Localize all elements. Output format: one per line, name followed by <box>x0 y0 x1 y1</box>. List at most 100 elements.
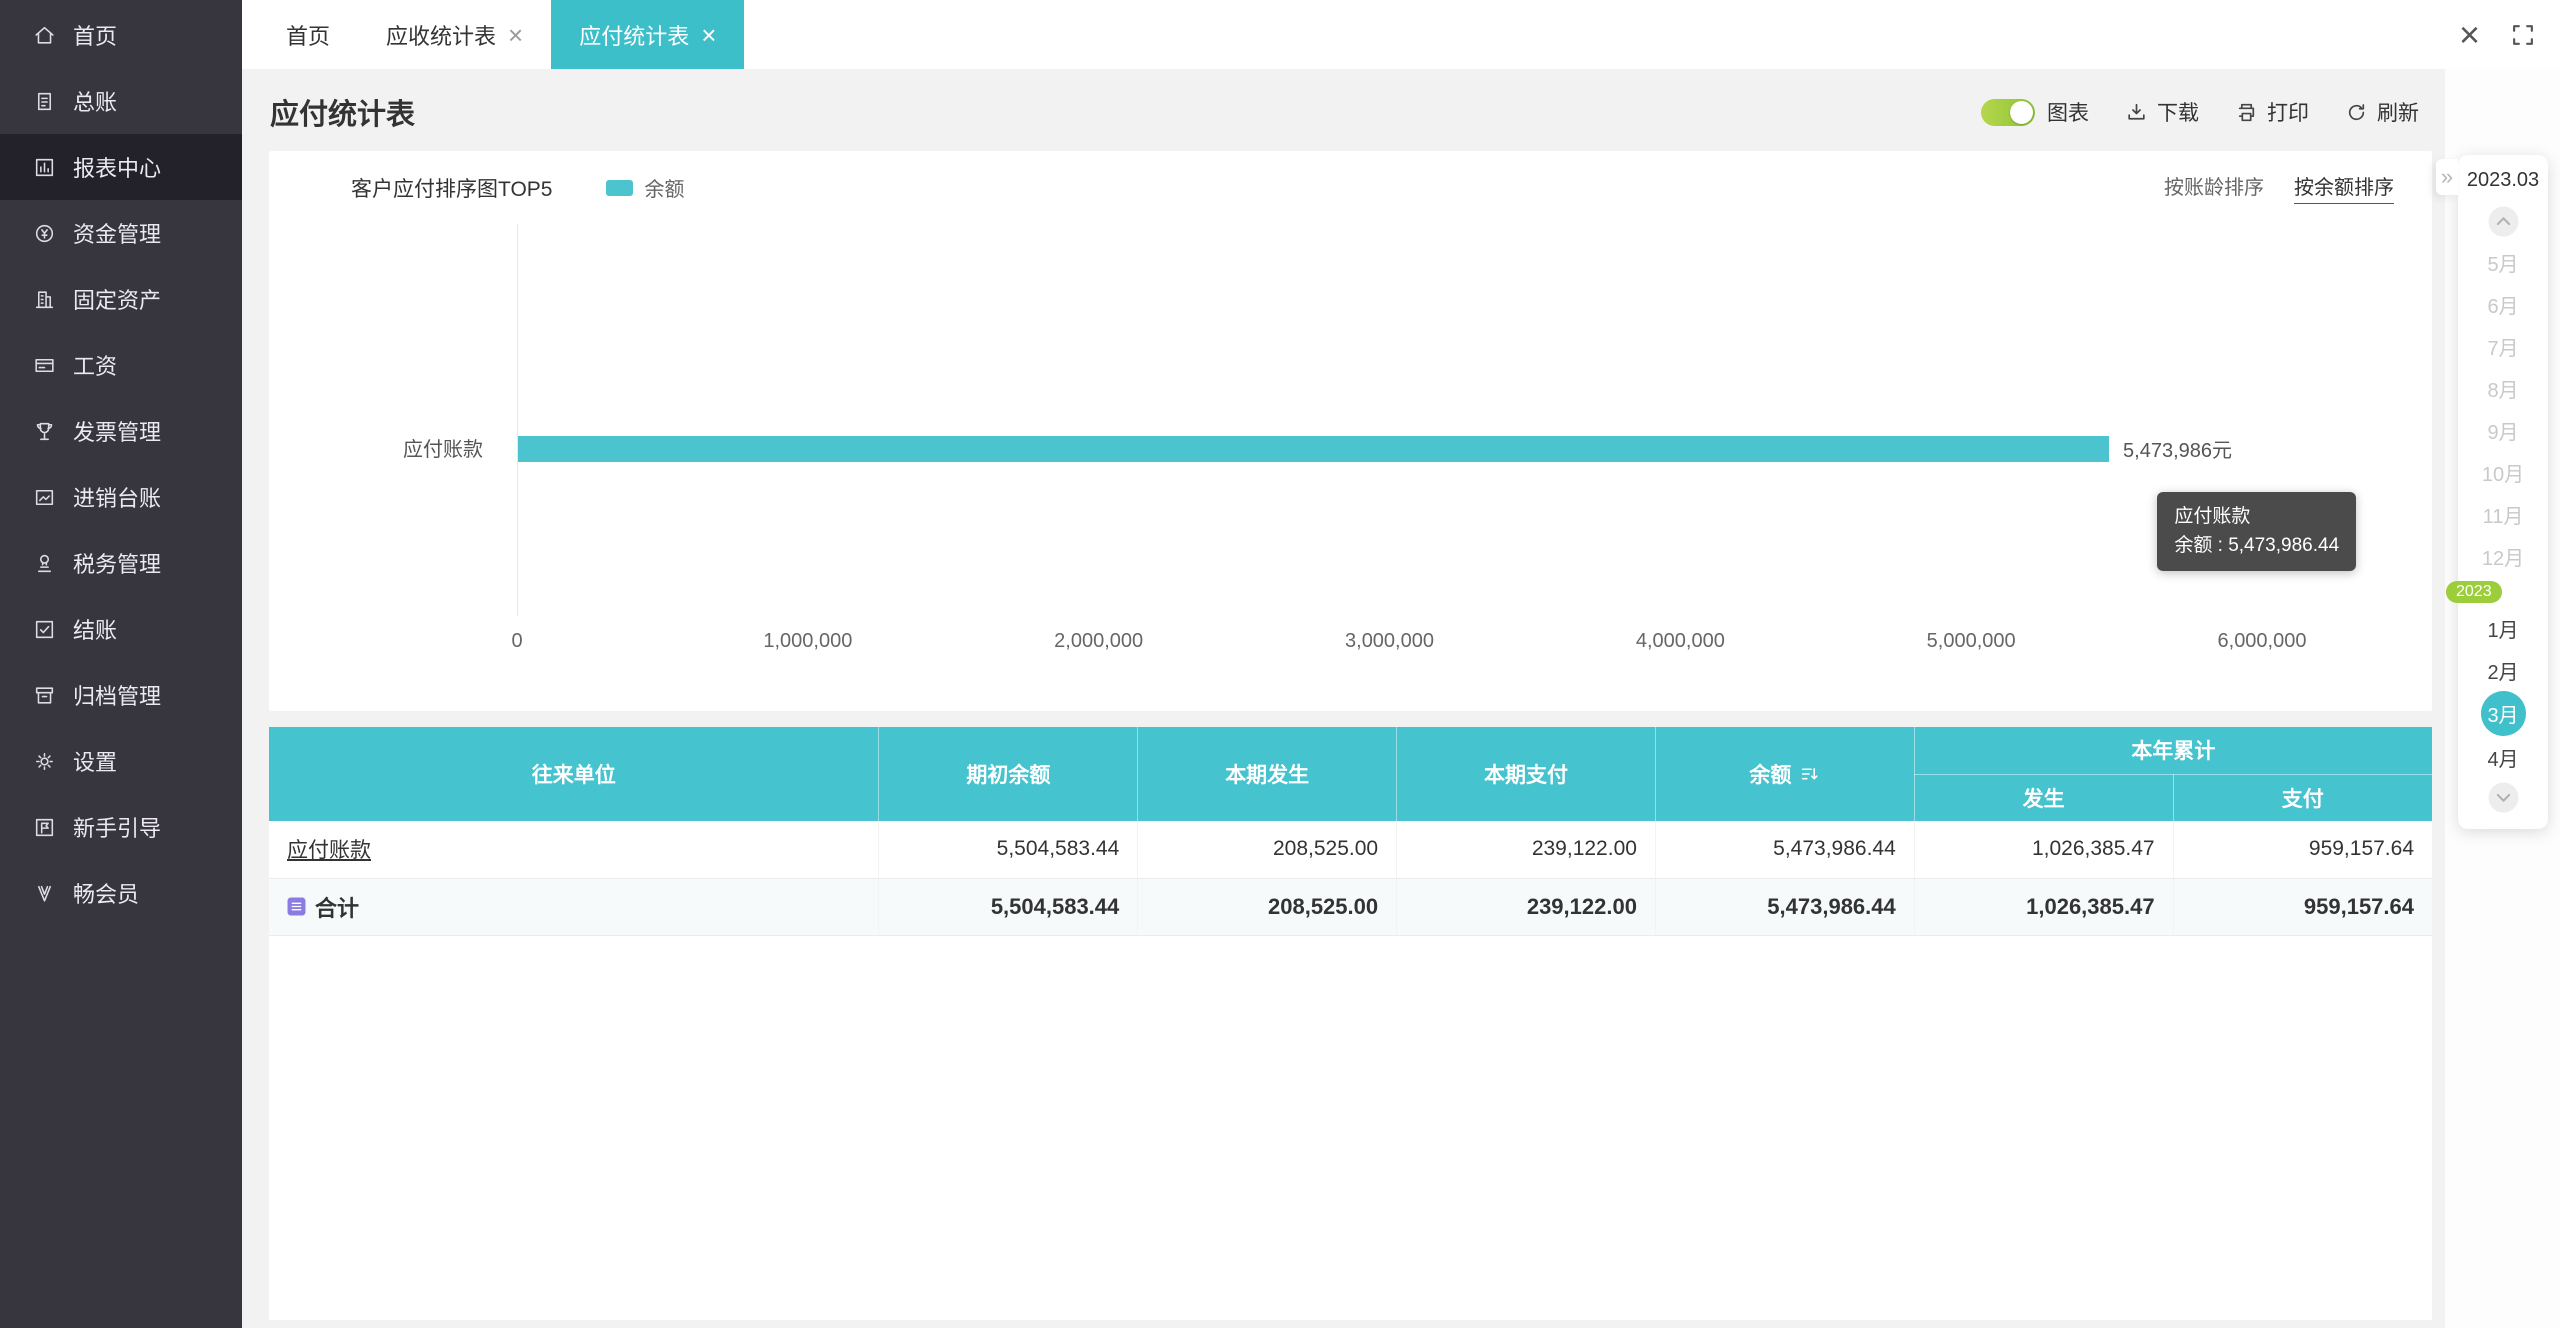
scroll-down-icon[interactable] <box>2487 781 2520 814</box>
cell-opening: 5,504,583.44 <box>878 821 1138 879</box>
month-item-selected[interactable]: 3月 <box>2480 691 2526 736</box>
x-tick: 3,000,000 <box>1345 630 1434 652</box>
legend-swatch <box>606 179 634 196</box>
tab-list: 首页 应收统计表 × 应付统计表 × <box>242 0 2459 69</box>
cell-incurred: 208,525.00 <box>1137 821 1397 879</box>
sidebar-item-fund-management[interactable]: 资金管理 <box>0 200 242 266</box>
sidebar-item-label: 畅会员 <box>73 882 140 907</box>
close-tab-icon[interactable]: × <box>508 19 524 50</box>
close-tab-icon[interactable]: × <box>701 19 717 50</box>
sidebar-item-label: 结账 <box>73 618 118 643</box>
sidebar-item-label: 归档管理 <box>73 684 162 709</box>
fullscreen-icon[interactable] <box>2510 22 2536 48</box>
sort-by-balance-button[interactable]: 按余额排序 <box>2294 171 2394 204</box>
month-item[interactable]: 8月 <box>2487 379 2519 402</box>
toolbar: 图表 下载 打印 刷新 <box>1981 97 2419 127</box>
bar-row: 5,473,986元 <box>518 434 2262 463</box>
tab-receivables-report[interactable]: 应收统计表 × <box>386 19 524 50</box>
sidebar-item-salary[interactable]: 工资 <box>0 332 242 398</box>
col-header-balance: 余额 <box>1654 727 1915 821</box>
cell-paid: 239,122.00 <box>1396 821 1656 879</box>
chart-toggle-group: 图表 <box>1981 97 2089 127</box>
home-icon <box>35 26 54 44</box>
download-button[interactable]: 下载 <box>2125 97 2199 127</box>
sidebar-item-member[interactable]: 畅会员 <box>0 860 242 926</box>
cell-unit: 应付账款 <box>269 821 879 879</box>
guide-icon <box>35 818 54 836</box>
sidebar-item-label: 首页 <box>73 24 118 49</box>
sort-descending-icon[interactable] <box>1799 764 1820 785</box>
sidebar-item-closing[interactable]: 结账 <box>0 596 242 662</box>
col-header-unit: 往来单位 <box>269 727 879 821</box>
chart-toggle[interactable] <box>1981 98 2035 126</box>
month-item[interactable]: 11月 <box>2482 505 2524 528</box>
month-item[interactable]: 1月 <box>2487 619 2519 642</box>
toggle-knob <box>2010 100 2033 124</box>
total-row: 合计 5,504,583.44 208,525.00 239,122.00 5,… <box>269 878 2432 936</box>
window-controls: × <box>2459 0 2560 69</box>
scroll-up-icon[interactable] <box>2487 205 2520 238</box>
sort-by-age-button[interactable]: 按账龄排序 <box>2164 177 2264 199</box>
col-header-current-paid: 本期支付 <box>1396 727 1656 821</box>
month-item[interactable]: 9月 <box>2487 421 2519 444</box>
sidebar-item-label: 固定资产 <box>73 288 162 313</box>
payables-account-link[interactable]: 应付账款 <box>287 839 371 863</box>
col-header-opening: 期初余额 <box>878 727 1138 821</box>
sidebar-item-report-center[interactable]: 报表中心 <box>0 134 242 200</box>
month-item[interactable]: 5月 <box>2487 253 2519 276</box>
total-icon <box>287 897 306 916</box>
chart-title: 客户应付排序图TOP5 <box>351 177 553 201</box>
month-item[interactable]: 2月 <box>2487 661 2519 684</box>
tax-icon <box>37 554 52 572</box>
sidebar-item-label: 资金管理 <box>73 222 162 247</box>
payables-table-panel: 往来单位 期初余额 本期发生 本期支付 余额 本年累计 发 <box>269 727 2432 1320</box>
collapse-panel-icon[interactable]: » <box>2436 159 2458 195</box>
close-icon[interactable]: × <box>2458 13 2480 55</box>
balance-bar[interactable] <box>518 435 2110 462</box>
sidebar-item-label: 总账 <box>73 90 118 115</box>
month-item[interactable]: 6月 <box>2487 295 2519 318</box>
bar-chart: 应付账款 5,473,986元 应付账款 余额 : 5,473,986.44 0… <box>293 218 2408 678</box>
sidebar-item-label: 报表中心 <box>73 156 162 181</box>
sidebar-item-tax-management[interactable]: 税务管理 <box>0 530 242 596</box>
cell-total-ytd-paid: 959,157.64 <box>2172 878 2432 936</box>
month-item[interactable]: 12月 <box>2481 547 2525 570</box>
cell-ytd-incurred: 1,026,385.47 <box>1913 821 2174 879</box>
sidebar-item-label: 税务管理 <box>73 552 162 577</box>
col-header-ytd-incurred: 发生 <box>1913 774 2174 821</box>
y-axis-category-label: 应付账款 <box>403 438 483 461</box>
member-icon <box>37 885 52 902</box>
cell-total-balance: 5,473,986.44 <box>1654 878 1915 936</box>
bar-value-label: 5,473,986元 <box>2123 440 2233 462</box>
month-panel: » 2023.03 5月 6月 7月 8月 9月 10月 11月 12月 202… <box>2436 155 2548 829</box>
tab-payables-report[interactable]: 应付统计表 × <box>551 0 745 69</box>
month-item[interactable]: 10月 <box>2481 463 2525 486</box>
sidebar-item-general-ledger[interactable]: 总账 <box>0 68 242 134</box>
fixed-asset-icon <box>35 290 54 308</box>
sidebar-item-label: 发票管理 <box>73 420 162 445</box>
sidebar-item-settings[interactable]: 设置 <box>0 728 242 794</box>
title-row: 应付统计表 图表 下载 打印 刷新 <box>242 69 2445 151</box>
sort-options: 按账龄排序 按余额排序 <box>2164 171 2408 204</box>
col-header-current-incurred: 本期发生 <box>1137 727 1397 821</box>
x-axis: 0 1,000,000 2,000,000 3,000,000 4,000,00… <box>511 630 2306 660</box>
sidebar-item-fixed-assets[interactable]: 固定资产 <box>0 266 242 332</box>
sidebar-item-beginner-guide[interactable]: 新手引导 <box>0 794 242 860</box>
ledger-icon <box>37 92 52 110</box>
sidebar-item-invoice-management[interactable]: 发票管理 <box>0 398 242 464</box>
tab-home[interactable]: 首页 <box>286 23 331 49</box>
sidebar-item-archive-management[interactable]: 归档管理 <box>0 662 242 728</box>
col-header-ytd-paid: 支付 <box>2172 774 2432 821</box>
download-icon <box>2128 103 2145 120</box>
legend-item-balance[interactable]: 余额 <box>606 173 684 202</box>
sidebar-item-label: 新手引导 <box>73 816 162 841</box>
month-item[interactable]: 4月 <box>2487 748 2519 771</box>
month-item[interactable]: 7月 <box>2487 337 2519 360</box>
refresh-button[interactable]: 刷新 <box>2345 97 2419 127</box>
print-button[interactable]: 打印 <box>2235 97 2309 127</box>
cell-balance: 5,473,986.44 <box>1654 821 1915 879</box>
chart-panel: 客户应付排序图TOP5 余额 按账龄排序 按余额排序 应付账款 5,473,98… <box>269 151 2432 711</box>
sidebar-item-purchase-sales-ledger[interactable]: 进销台账 <box>0 464 242 530</box>
sidebar-item-home[interactable]: 首页 <box>0 2 242 68</box>
